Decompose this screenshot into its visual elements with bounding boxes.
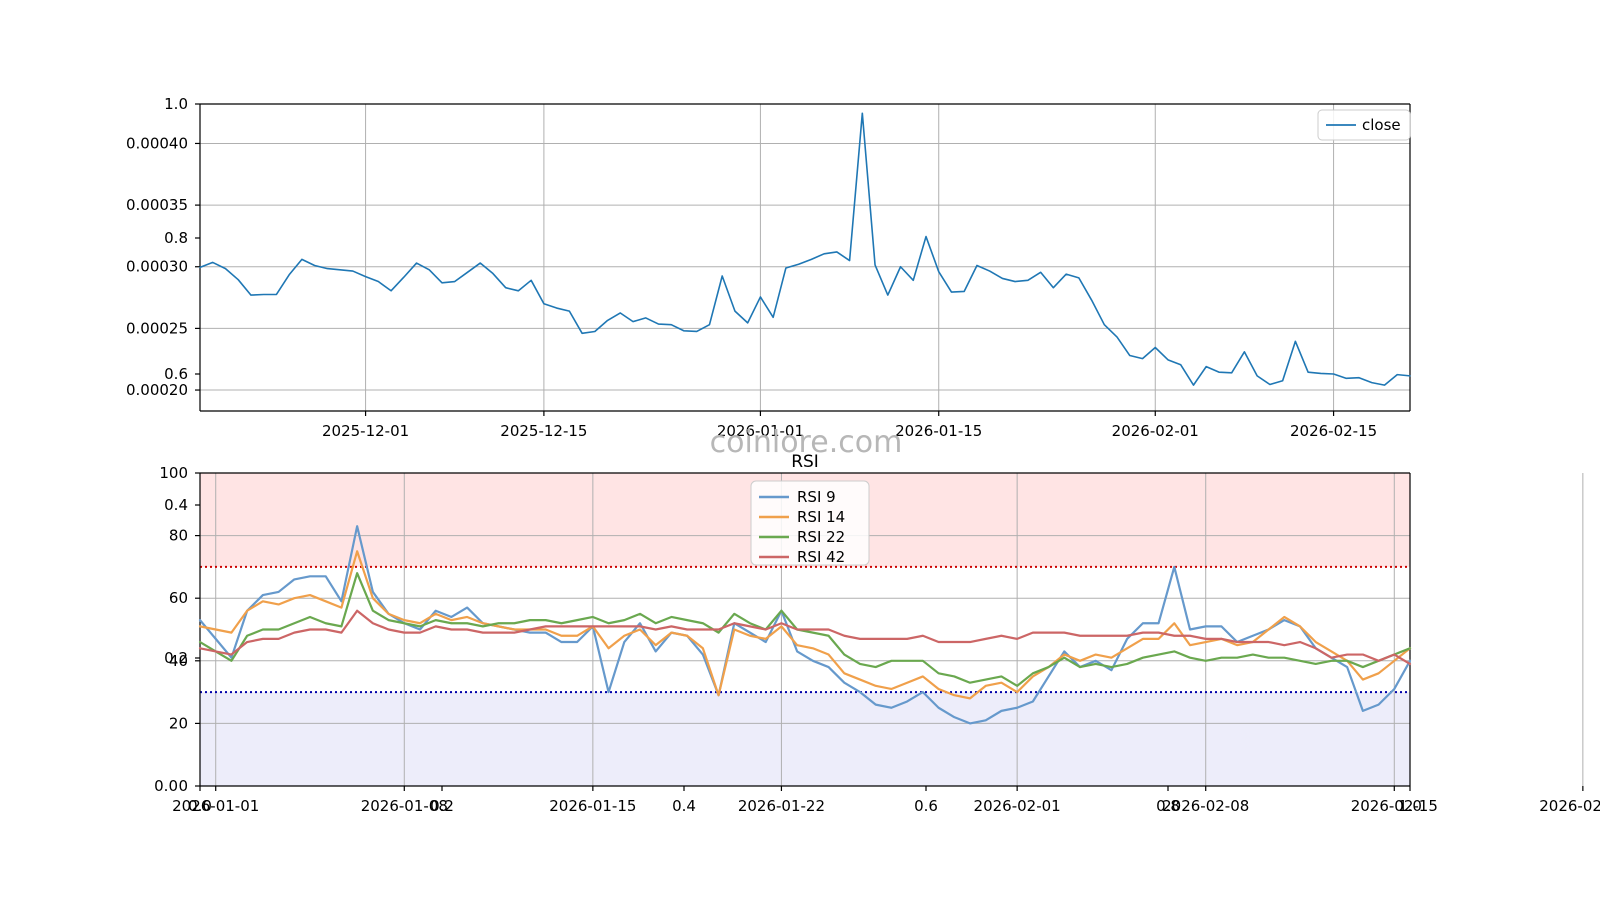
rsi-title: RSI [791, 452, 819, 472]
rsi-legend-label-3: RSI 42 [797, 548, 845, 566]
price-ytick-0: 0.00040 [126, 134, 188, 152]
coinlore-watermark: coinlore.com [710, 425, 903, 460]
price-xtick-2: 2026-01-01 [717, 422, 804, 440]
price-chart-panel: 0.00040 0.00035 0.00030 0.00025 0.00020 1.0 0.… [126, 95, 1411, 440]
price-ytick-4: 0.00020 [126, 381, 188, 399]
rsi-legend-label-2: RSI 22 [797, 528, 845, 546]
rsi-xtick-sec-4: 0.8 [1156, 797, 1180, 815]
rsi-ytick-0: 100 [159, 464, 188, 482]
rsi-xtick-sec-2: 0.4 [672, 797, 696, 815]
price-legend-box[interactable] [1317, 109, 1411, 141]
rsi-ytick-5: 0 [178, 777, 188, 795]
rsi-legend-box[interactable] [750, 480, 870, 566]
price-ytick-2: 0.00030 [126, 258, 188, 276]
price-xtick-0: 2025-12-01 [322, 422, 409, 440]
rsi-ytick-sec-1: 0.2 [164, 649, 188, 667]
price-close-line [199, 112, 1411, 386]
rsi-line-rsi-14 [198, 550, 1412, 700]
rsi-xtick-7: 2026-02-22 [1539, 797, 1600, 815]
rsi-xtick-sec-3: 0.6 [914, 797, 938, 815]
price-ytick-1: 0.00035 [126, 196, 188, 214]
rsi-xtick-3: 2026-01-22 [738, 797, 825, 815]
rsi-xtick-1: 2026-01-08 [361, 797, 448, 815]
price-ytick-3: 0.00025 [126, 319, 188, 337]
rsi-ytick-2: 60 [169, 589, 188, 607]
price-ytick-sec-0: 1.0 [164, 95, 188, 113]
rsi-xtick-sec-0: 0.0 [188, 797, 212, 815]
rsi-ytick-3: 40 [169, 652, 188, 670]
price-xtick-5: 2026-02-15 [1290, 422, 1377, 440]
rsi-legend-label-0: RSI 9 [797, 488, 836, 506]
rsi-line-rsi-22 [198, 572, 1412, 687]
rsi-xtick-6: 2026-02-15 [1351, 797, 1438, 815]
rsi-ytick-1: 80 [169, 527, 188, 545]
price-legend-label-close: close [1362, 116, 1401, 134]
rsi-xtick-0: 2026-01-01 [172, 797, 259, 815]
rsi-xtick-4: 2026-02-01 [974, 797, 1061, 815]
price-xtick-4: 2026-02-01 [1112, 422, 1199, 440]
rsi-ytick-sec-0: 0.4 [164, 496, 188, 514]
rsi-ytick-4: 20 [169, 714, 188, 732]
rsi-xtick-sec-5: 1.0 [1398, 797, 1422, 815]
oversold-band [200, 692, 1410, 786]
price-xtick-1: 2025-12-15 [500, 422, 587, 440]
rsi-legend-label-1: RSI 14 [797, 508, 845, 526]
rsi-xtick-2: 2026-01-15 [549, 797, 636, 815]
rsi-xtick-5: 2026-02-08 [1162, 797, 1249, 815]
price-ytick-sec-2: 0.6 [164, 365, 188, 383]
rsi-line-rsi-42 [198, 609, 1412, 666]
price-xtick-3: 2026-01-15 [895, 422, 982, 440]
price-ytick-sec-1: 0.8 [164, 229, 188, 247]
rsi-xtick-sec-1: 0.2 [430, 797, 454, 815]
rsi-ytick-sec-zero: 0.0 [154, 777, 178, 795]
